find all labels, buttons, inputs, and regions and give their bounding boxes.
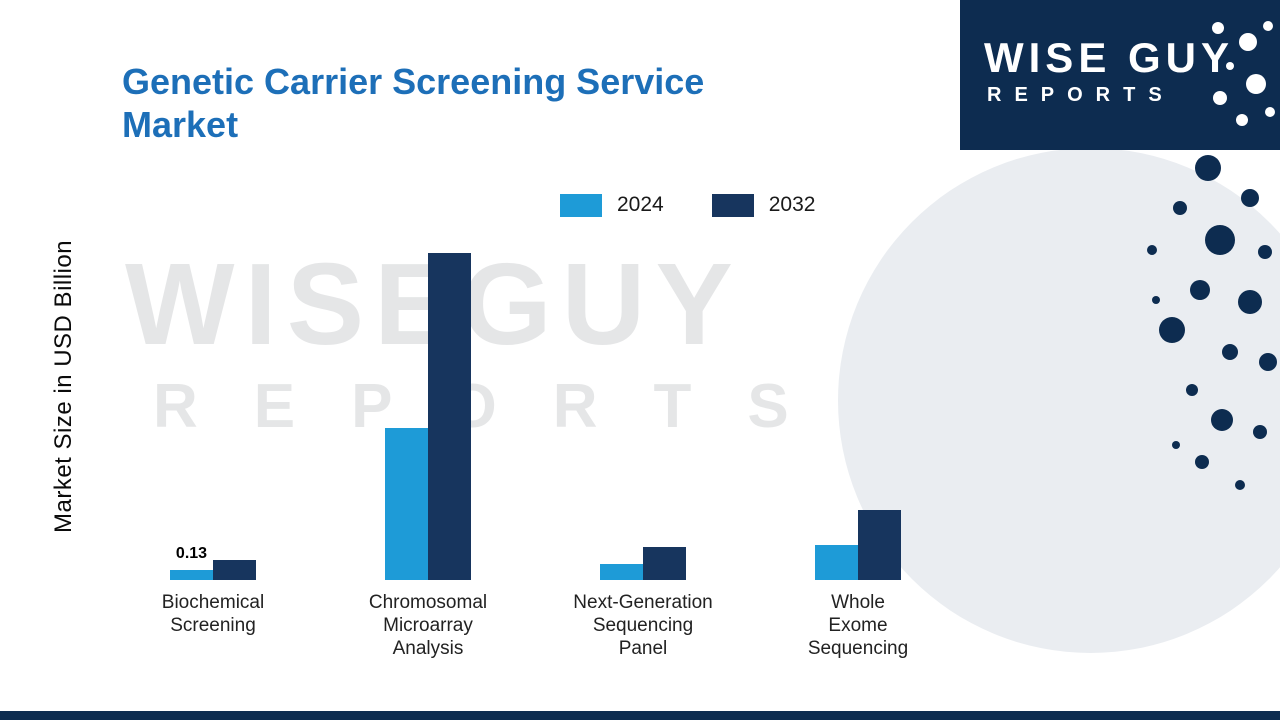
- category-label-biochemical-screening: Biochemical Screening: [161, 592, 265, 637]
- wiseguy-reports-logo: WISE GUY REPORTS: [960, 0, 1280, 150]
- chart-legend: 2024 2032: [560, 193, 815, 217]
- legend-swatch-2024: [560, 193, 602, 217]
- legend-label-2024: 2024: [617, 193, 664, 216]
- bar-2032-biochemical-screening: [213, 560, 256, 580]
- head-dots-decoration: [1147, 155, 1277, 490]
- bar-2024-chromosomal-microarray-analysis: [385, 428, 428, 580]
- page-title: Genetic Carrier Screening Service Market: [122, 61, 705, 146]
- legend-label-2032: 2032: [768, 193, 816, 216]
- category-label-whole-exome-sequencing: Whole Exome Sequencing: [807, 592, 909, 660]
- bar-2032-next-generation-sequencing-panel: [643, 547, 686, 580]
- category-label-next-generation-sequencing-panel: Next-Generation Sequencing Panel: [573, 592, 713, 660]
- bar-value-label: 0.13: [175, 545, 208, 562]
- bar-2024-whole-exome-sequencing: [815, 545, 858, 580]
- bar-2024-next-generation-sequencing-panel: [600, 564, 643, 580]
- logo-subname: REPORTS: [987, 84, 1175, 106]
- logo-name: WISE GUY: [984, 34, 1235, 81]
- bar-2032-whole-exome-sequencing: [858, 510, 901, 580]
- logo-dots-icon: [1212, 21, 1275, 126]
- y-axis-label: Market Size in USD Billion: [50, 239, 77, 533]
- category-label-chromosomal-microarray-analysis: Chromosomal Microarray Analysis: [368, 592, 488, 660]
- legend-swatch-2032: [711, 193, 754, 217]
- bottom-accent-bar: [0, 711, 1280, 720]
- bar-2024-biochemical-screening: [170, 570, 213, 580]
- legend-item-2024: 2024: [560, 193, 664, 217]
- legend-item-2032: 2032: [711, 193, 816, 217]
- watermark-head-circle: [838, 148, 1280, 653]
- bar-2032-chromosomal-microarray-analysis: [428, 253, 471, 580]
